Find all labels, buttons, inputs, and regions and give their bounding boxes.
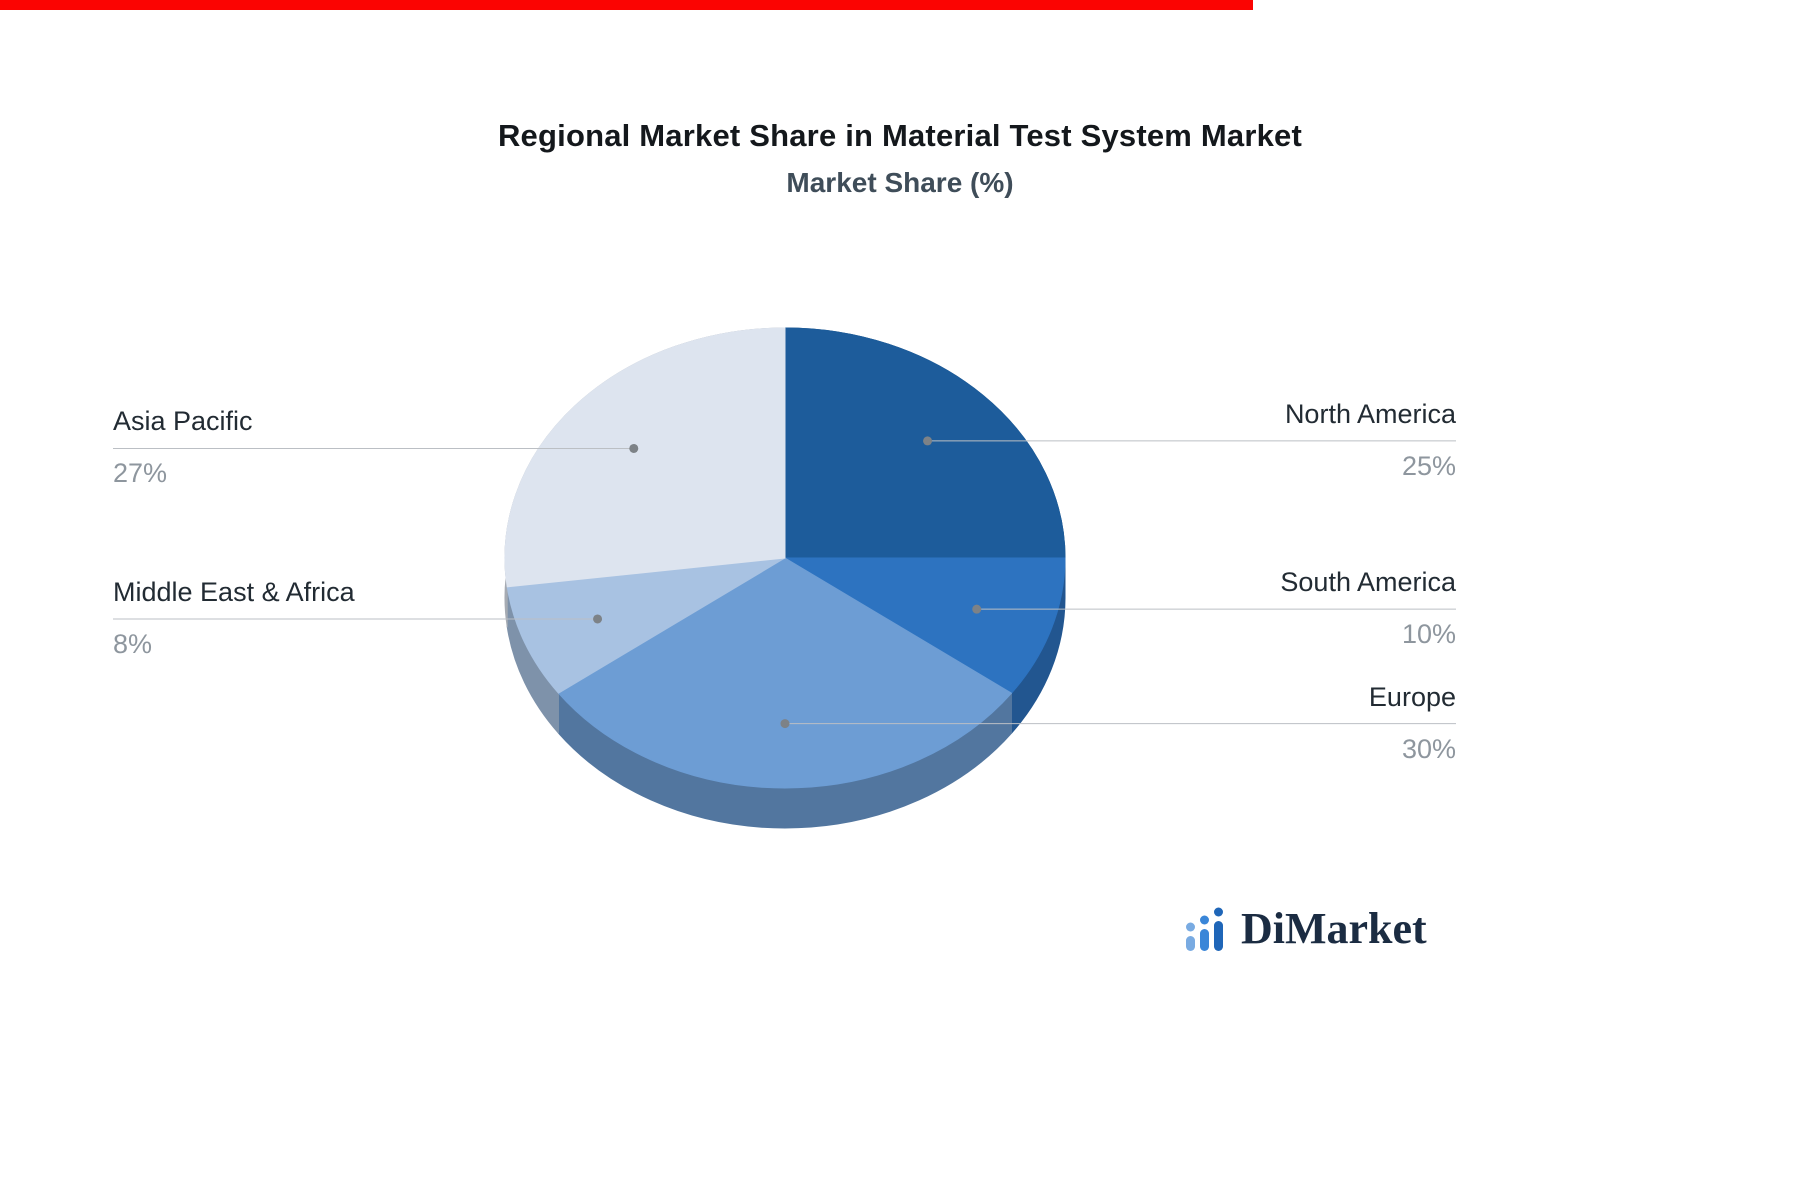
pie-slice-middle-east-africa[interactable] (506, 557, 786, 694)
chart-subtitle: Market Share (%) (786, 167, 1014, 198)
chart-title: Regional Market Share in Material Test S… (497, 118, 1303, 153)
slice-value-asia-pacific: 27% (113, 458, 168, 489)
slice-value-europe: 30% (1401, 733, 1456, 764)
logo-bar-1 (1186, 936, 1195, 951)
pie-slice-asia-pacific[interactable] (504, 327, 786, 588)
logo-bar-3 (1214, 921, 1223, 951)
leader-dot-asia-pacific (629, 443, 639, 453)
logo-dot-3 (1214, 907, 1223, 917)
slice-value-north-america: 25% (1401, 450, 1456, 481)
slice-label-asia-pacific: Asia Pacific (113, 406, 253, 437)
slice-label-north-america: North America (1284, 398, 1456, 429)
pie-slice-south-america[interactable] (784, 557, 1066, 694)
slice-value-south-america: 10% (1401, 619, 1456, 650)
bar-chart-icon (1186, 907, 1223, 951)
brand-logo: DiMarket (1183, 901, 1427, 957)
leader-dot-europe (780, 719, 790, 729)
slice-label-europe: Europe (1368, 681, 1456, 712)
brand-logo-text: DiMarket (1241, 904, 1427, 953)
slice-label-south-america: South America (1280, 567, 1456, 598)
logo-dot-2 (1200, 915, 1209, 925)
logo-dot-1 (1186, 922, 1195, 932)
slice-value-middle-east-africa: 8% (113, 628, 153, 659)
leader-dot-south-america (972, 604, 982, 614)
leader-dot-north-america (923, 436, 933, 446)
slice-label-middle-east-africa: Middle East & Africa (113, 576, 355, 607)
pie-slice-europe[interactable] (557, 557, 1013, 789)
logo-bar-2 (1200, 929, 1209, 951)
top-progress-bar (0, 0, 1253, 10)
leader-dot-middle-east-africa (593, 614, 603, 624)
